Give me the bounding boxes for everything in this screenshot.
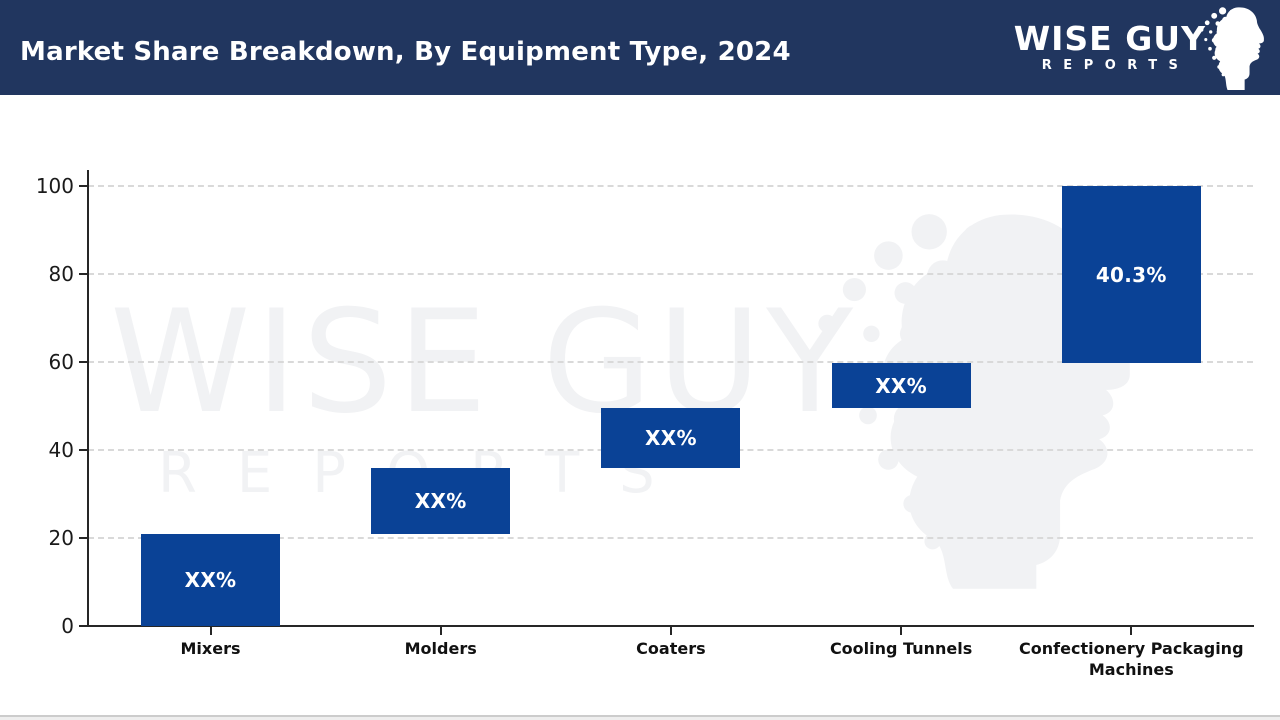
bar-value-label: XX% xyxy=(645,425,697,450)
logo-wordmark-line2: REPORTS xyxy=(1041,58,1190,74)
x-axis xyxy=(87,625,1254,627)
gridline-20 xyxy=(88,537,1253,539)
y-tick-label-100: 100 xyxy=(35,174,74,198)
bar-molders: XX% xyxy=(371,467,511,535)
gridline-60 xyxy=(88,361,1253,363)
bottom-divider xyxy=(0,715,1280,717)
logo-wordmark-line1: WISE GUY xyxy=(1013,18,1206,58)
y-axis-tick-0 xyxy=(79,625,88,627)
x-axis-tick-0 xyxy=(209,627,212,635)
y-tick-label-0: 0 xyxy=(61,614,74,638)
x-axis-tick-3 xyxy=(900,627,903,635)
page-title: Market Share Breakdown, By Equipment Typ… xyxy=(20,36,791,67)
x-tick-label-4: Confectionery Packaging Machines xyxy=(1019,639,1244,679)
logo-head-icon xyxy=(1199,6,1264,90)
bar-confectionery-packaging-machines: 40.3% xyxy=(1061,186,1201,364)
bar-mixers: XX% xyxy=(141,534,280,626)
y-axis-tick-40 xyxy=(79,449,88,451)
y-tick-label-60: 60 xyxy=(48,350,74,374)
x-axis-tick-4 xyxy=(1130,627,1133,635)
bar-value-label: XX% xyxy=(414,489,467,514)
bar-value-label: XX% xyxy=(184,568,237,593)
x-tick-label-2: Coaters xyxy=(636,639,706,658)
y-tick-label-80: 80 xyxy=(48,262,74,286)
y-axis-tick-20 xyxy=(79,537,88,539)
bar-cooling-tunnels: XX% xyxy=(831,363,971,408)
y-axis-tick-80 xyxy=(79,273,88,275)
wiseguy-logo: WISE GUY REPORTS xyxy=(1014,0,1270,95)
x-axis-tick-1 xyxy=(439,627,442,635)
y-axis xyxy=(87,170,89,627)
y-tick-label-20: 20 xyxy=(48,526,74,550)
x-tick-label-3: Cooling Tunnels xyxy=(829,639,973,658)
x-tick-label-0: Mixers xyxy=(180,639,241,658)
y-axis-tick-60 xyxy=(79,361,88,363)
logo-wordmark: WISE GUY REPORTS xyxy=(1013,18,1206,74)
x-axis-tick-2 xyxy=(669,627,672,635)
header-bar: Market Share Breakdown, By Equipment Typ… xyxy=(0,0,1280,95)
bar-value-label: XX% xyxy=(875,373,927,398)
gridline-80 xyxy=(88,273,1253,275)
x-tick-label-1: Molders xyxy=(404,639,477,658)
gridline-100 xyxy=(88,185,1253,187)
bar-value-label: 40.3% xyxy=(1095,262,1167,287)
bottom-strip xyxy=(0,717,1280,720)
y-tick-label-40: 40 xyxy=(48,438,74,462)
bar-coaters: XX% xyxy=(601,407,741,468)
y-axis-tick-100 xyxy=(79,185,88,187)
